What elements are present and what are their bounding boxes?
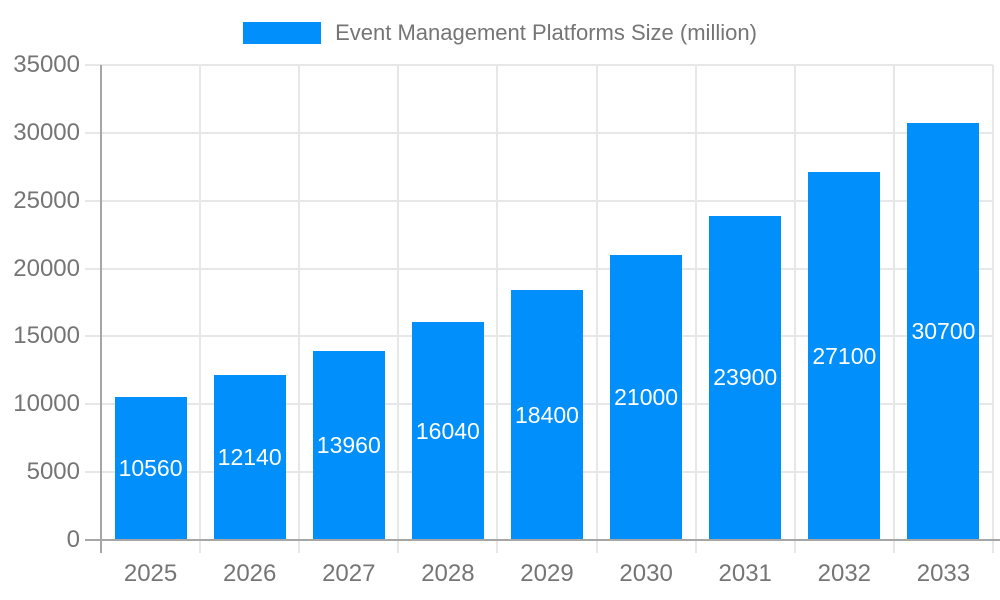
bar-2028[interactable] [411,322,484,540]
bar-value-label: 10560 [118,454,183,481]
gridline-v [199,65,202,553]
legend[interactable]: Event Management Platforms Size (million… [0,18,1000,48]
y-tick-label: 10000 [13,390,80,418]
x-tick-label: 2025 [123,560,178,587]
legend-swatch-icon [243,22,322,44]
bar-value-label: 27100 [812,342,877,369]
y-tick-label: 25000 [13,186,80,214]
gridline-v [892,65,895,553]
y-tick [85,199,101,202]
bar-value-label: 12140 [217,444,282,471]
y-tick [85,267,101,270]
x-tick-label: 2029 [520,560,574,587]
x-tick-label: 2027 [322,560,376,587]
y-tick [85,335,101,338]
legend-label: Event Management Platforms Size (million… [335,20,757,45]
x-tick-label: 2032 [817,560,872,587]
x-tick-label: 2026 [222,560,277,587]
x-tick-label: 2030 [619,560,673,587]
gridline-h [101,131,993,134]
y-tick-label: 35000 [13,51,80,78]
bar-2027[interactable] [312,350,385,540]
bar-2032[interactable] [808,172,881,540]
bar-value-label: 23900 [713,364,778,391]
gridline-h [101,199,993,202]
y-tick-label: 30000 [13,118,80,146]
x-tick-label: 2033 [916,560,971,587]
y-axis-line [100,65,102,553]
y-tick-label: 0 [66,526,80,553]
bar-value-label: 16040 [415,417,480,444]
bar-2031[interactable] [709,215,782,540]
y-tick-label: 15000 [13,322,80,350]
y-tick [85,131,101,134]
bar-value-label: 18400 [515,401,579,428]
bar-2033[interactable] [907,123,980,540]
gridline-v [595,65,598,553]
y-tick-label: 5000 [26,458,80,486]
bar-2029[interactable] [511,290,583,540]
bar-2030[interactable] [610,255,683,540]
y-tick [85,64,101,66]
x-tick-label: 2031 [718,560,772,587]
bar-2026[interactable] [213,375,286,540]
gridline-v [992,65,994,553]
bar-value-label: 21000 [614,384,679,410]
bar-value-label: 30700 [911,318,976,345]
bar-2025[interactable] [114,396,187,540]
x-tick-label: 2028 [421,560,475,587]
x-axis-line [85,539,1000,541]
y-tick-label: 20000 [13,254,80,282]
gridline-v [496,65,499,553]
gridline-v [694,65,697,553]
gridline-h [101,64,993,66]
gridline-v [793,65,796,553]
y-tick [85,403,101,406]
gridline-v [298,65,301,553]
gridline-h [101,267,993,270]
y-tick [85,471,101,474]
bar-value-label: 13960 [316,431,381,458]
gridline-v [397,65,400,553]
